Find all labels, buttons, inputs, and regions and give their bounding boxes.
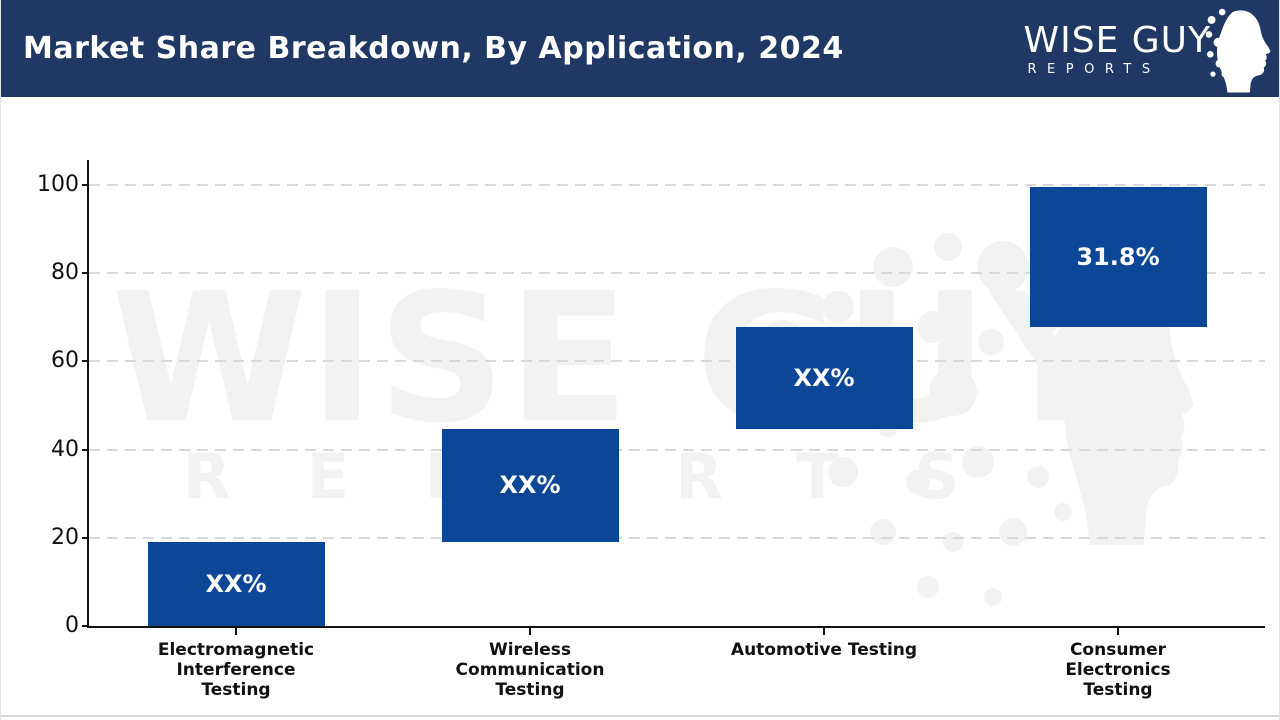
y-axis-tick-mark [82, 184, 89, 186]
y-axis-tick-mark [82, 448, 89, 451]
y-axis-line [87, 160, 89, 628]
y-axis-tick-mark [82, 360, 89, 363]
waterfall-bar: XX% [735, 327, 913, 429]
x-axis-tick-mark [1117, 628, 1119, 635]
y-axis-tick-mark [82, 625, 89, 627]
x-axis-tick-mark [235, 628, 237, 635]
x-axis-category-line: Communication [455, 660, 605, 680]
x-axis-category-line: Automotive Testing [730, 640, 918, 660]
y-axis-tick-label: 20 [51, 524, 79, 550]
y-gridline [89, 536, 1265, 539]
bar-value-label: 31.8% [1076, 242, 1160, 271]
y-gridline [89, 184, 1265, 186]
y-axis-tick-label: 100 [37, 172, 79, 197]
x-axis-category-line: Testing [201, 680, 271, 700]
bar-value-label: XX% [793, 363, 855, 392]
x-axis-category-line: Testing [495, 680, 565, 700]
y-axis-tick-label: 40 [51, 436, 79, 462]
y-axis-tick-label: 60 [51, 348, 79, 374]
y-axis-tick-label: 80 [51, 260, 79, 286]
x-axis-category-line: Interference [176, 660, 296, 680]
wiseguy-logo: WISE GUY REPORTS [1024, 4, 1272, 94]
x-axis-tick-mark [823, 628, 825, 635]
logo-brand-sub: REPORTS [1027, 62, 1161, 77]
x-axis-tick-mark [529, 628, 531, 635]
waterfall-bar: XX% [147, 541, 325, 626]
wiseguy-face-logo-icon [1205, 8, 1271, 93]
x-axis-line [87, 626, 1265, 628]
x-axis-category-label: Automotive Testing [694, 640, 954, 660]
bottom-border-line [1, 715, 1279, 717]
y-gridline [89, 272, 1265, 275]
x-axis-category-line: Consumer [1069, 640, 1167, 660]
y-axis-tick-label: 0 [65, 613, 79, 638]
y-axis-tick-mark [82, 536, 89, 539]
bar-value-label: XX% [499, 471, 561, 500]
x-axis-category-line: Electromagnetic [157, 640, 315, 660]
wiseguy-logo-text: WISE GUY REPORTS [1023, 20, 1212, 78]
x-axis-category-label: Consumer Electronics Testing [988, 640, 1248, 700]
waterfall-bar: 31.8% [1029, 186, 1207, 327]
y-axis-tick-mark [82, 272, 89, 275]
x-axis-category-line: Wireless [488, 640, 572, 660]
y-gridline [89, 448, 1265, 451]
logo-brand-name: WISE GUY [1023, 20, 1211, 61]
header-band: Market Share Breakdown, By Application, … [1, 0, 1279, 97]
bar-value-label: XX% [205, 569, 267, 598]
x-axis-category-label: Wireless Communication Testing [400, 640, 660, 700]
x-axis-category-line: Electronics [1065, 660, 1171, 680]
watermark-brand-text: WISE GUY [111, 255, 1121, 462]
x-axis-category-label: Electromagnetic Interference Testing [106, 640, 366, 700]
x-axis-category-line: Testing [1083, 680, 1153, 700]
y-gridline [89, 360, 1265, 363]
page-title: Market Share Breakdown, By Application, … [23, 31, 844, 66]
waterfall-bar: XX% [441, 428, 619, 542]
